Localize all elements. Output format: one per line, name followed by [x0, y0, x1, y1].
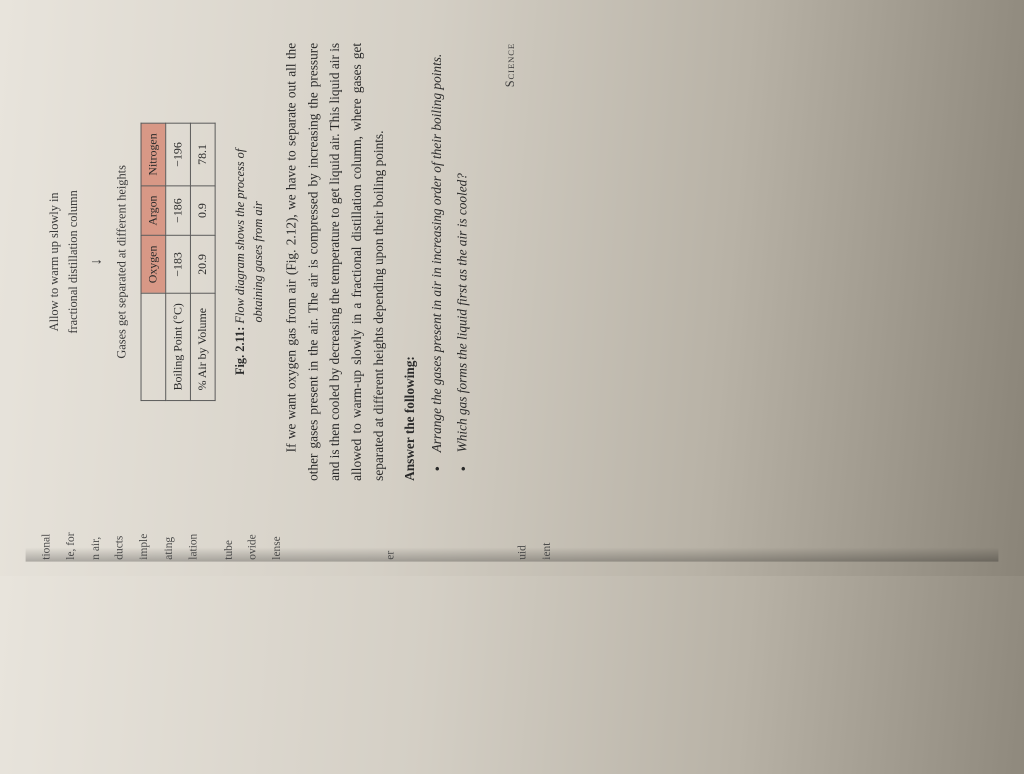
- margin-word: ating: [158, 512, 180, 560]
- table-cell: −196: [165, 123, 190, 185]
- table-row-label: Boiling Point (°C): [165, 293, 190, 400]
- gas-properties-table: Oxygen Argon Nitrogen Boiling Point (°C)…: [140, 123, 215, 401]
- table-col-header: Nitrogen: [141, 123, 166, 185]
- table-cell: −183: [165, 236, 190, 294]
- table-corner: [141, 293, 166, 400]
- margin-word: tube: [217, 512, 239, 560]
- figure-label: Fig. 2.11:: [232, 327, 246, 375]
- figure-text: obtaining gases from air: [251, 201, 265, 322]
- table-row: Boiling Point (°C) −183 −186 −196: [165, 123, 190, 400]
- page-content: Allow to warm up slowly in fractional di…: [45, 43, 980, 481]
- margin-word: le, for: [60, 512, 82, 560]
- question-item: Which gas forms the liquid first as the …: [452, 43, 474, 471]
- header-line: Allow to warm up slowly in: [45, 43, 64, 481]
- figure-caption: Fig. 2.11: Flow diagram shows the proces…: [230, 43, 267, 481]
- header-line: Gases get separated at different heights: [112, 43, 131, 481]
- margin-word: er: [379, 512, 401, 560]
- table-col-header: Oxygen: [141, 236, 166, 294]
- margin-word: imple: [133, 512, 155, 560]
- table-row-label: % Air by Volume: [190, 293, 215, 400]
- margin-word: ducts: [109, 512, 131, 560]
- margin-word: n air,: [84, 512, 106, 560]
- margin-word: ient: [535, 512, 557, 560]
- table-col-header: Argon: [141, 186, 166, 236]
- table-cell: 20.9: [190, 236, 215, 294]
- answer-heading: Answer the following:: [404, 43, 419, 481]
- margin-word: lense: [266, 512, 288, 560]
- question-list: Arrange the gases present in air in incr…: [426, 43, 474, 471]
- margin-cutoff-words: tional le, for n air, ducts imple ating …: [35, 512, 560, 560]
- header-line: fractional distillation column: [63, 43, 82, 481]
- table-cell: 0.9: [190, 186, 215, 236]
- process-header: Allow to warm up slowly in fractional di…: [45, 43, 131, 481]
- margin-word: tional: [35, 512, 57, 560]
- down-arrow-icon: ↓: [85, 43, 108, 481]
- page-footer: Science: [503, 43, 518, 481]
- margin-word: ovide: [242, 512, 264, 560]
- table-row: % Air by Volume 20.9 0.9 78.1: [190, 123, 215, 400]
- question-item: Arrange the gases present in air in incr…: [426, 43, 448, 471]
- margin-word: uid: [511, 512, 533, 560]
- margin-word: lation: [182, 512, 204, 560]
- table-cell: −186: [165, 186, 190, 236]
- paragraph-text: If we want oxygen gas from air (Fig. 2.1…: [284, 43, 386, 481]
- figure-text: Flow diagram shows the process of: [232, 149, 246, 324]
- table-cell: 78.1: [190, 123, 215, 185]
- body-paragraph: If we want oxygen gas from air (Fig. 2.1…: [281, 43, 391, 481]
